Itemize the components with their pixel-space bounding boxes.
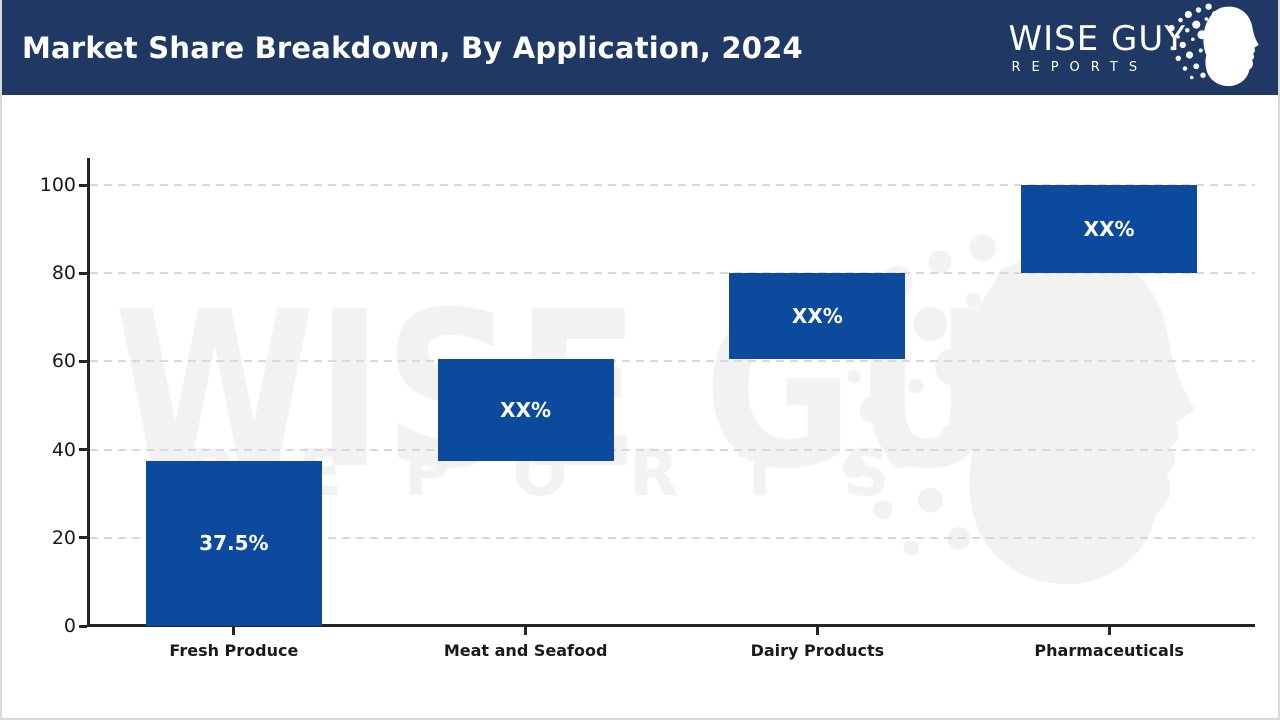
x-tick-mark-pharmaceuticals [1107, 627, 1111, 635]
bar-value-label: XX% [791, 304, 843, 329]
y-tick-mark-100 [79, 183, 87, 187]
logo-line1: WISE GUY [1008, 18, 1186, 59]
gridline-100 [90, 184, 1255, 186]
x-axis-label-meat-and-seafood: Meat and Seafood [443, 641, 608, 660]
x-axis-label-pharmaceuticals: Pharmaceuticals [1034, 641, 1184, 660]
logo-line2: REPORTS [1011, 59, 1149, 75]
x-tick-mark-fresh-produce [232, 627, 236, 635]
brand-logo: WISE GUY REPORTS [1008, 2, 1268, 91]
y-tick-label-80: 80 [51, 262, 76, 285]
y-tick-label-0: 0 [63, 615, 76, 637]
x-axis-line [87, 624, 1255, 627]
x-axis-label-dairy-products: Dairy Products [750, 641, 885, 660]
y-tick-mark-60 [79, 359, 87, 363]
bar-value-label: XX% [1083, 217, 1135, 242]
y-axis-line [87, 158, 90, 627]
logo-wordmark: WISE GUY REPORTS [1008, 22, 1186, 74]
x-tick-mark-dairy-products [815, 627, 819, 635]
y-tick-mark-80 [79, 271, 87, 275]
y-tick-label-20: 20 [51, 526, 76, 549]
y-tick-mark-0 [79, 624, 87, 628]
x-axis-label-fresh-produce: Fresh Produce [169, 641, 299, 660]
y-tick-label-40: 40 [51, 438, 76, 461]
y-tick-label-60: 60 [51, 350, 76, 373]
x-tick-mark-meat-and-seafood [524, 627, 528, 635]
bar-fresh-produce: 37.5% [145, 460, 322, 626]
gridline-80 [90, 272, 1255, 275]
gridline-20 [90, 536, 1255, 539]
gridline-40 [90, 448, 1255, 451]
chart-title: Market Share Breakdown, By Application, … [22, 30, 803, 65]
y-tick-mark-20 [79, 536, 87, 540]
y-tick-mark-40 [79, 448, 87, 452]
gridline-60 [90, 360, 1255, 363]
bar-meat-and-seafood: XX% [437, 359, 614, 461]
y-tick-label-100: 100 [39, 174, 76, 196]
bar-value-label: XX% [500, 397, 552, 422]
header: Market Share Breakdown, By Application, … [2, 0, 1278, 95]
logo-face-icon [1168, 2, 1259, 86]
bar-pharmaceuticals: XX% [1021, 185, 1198, 274]
bar-value-label: 37.5% [199, 531, 269, 556]
bar-dairy-products: XX% [729, 273, 906, 360]
